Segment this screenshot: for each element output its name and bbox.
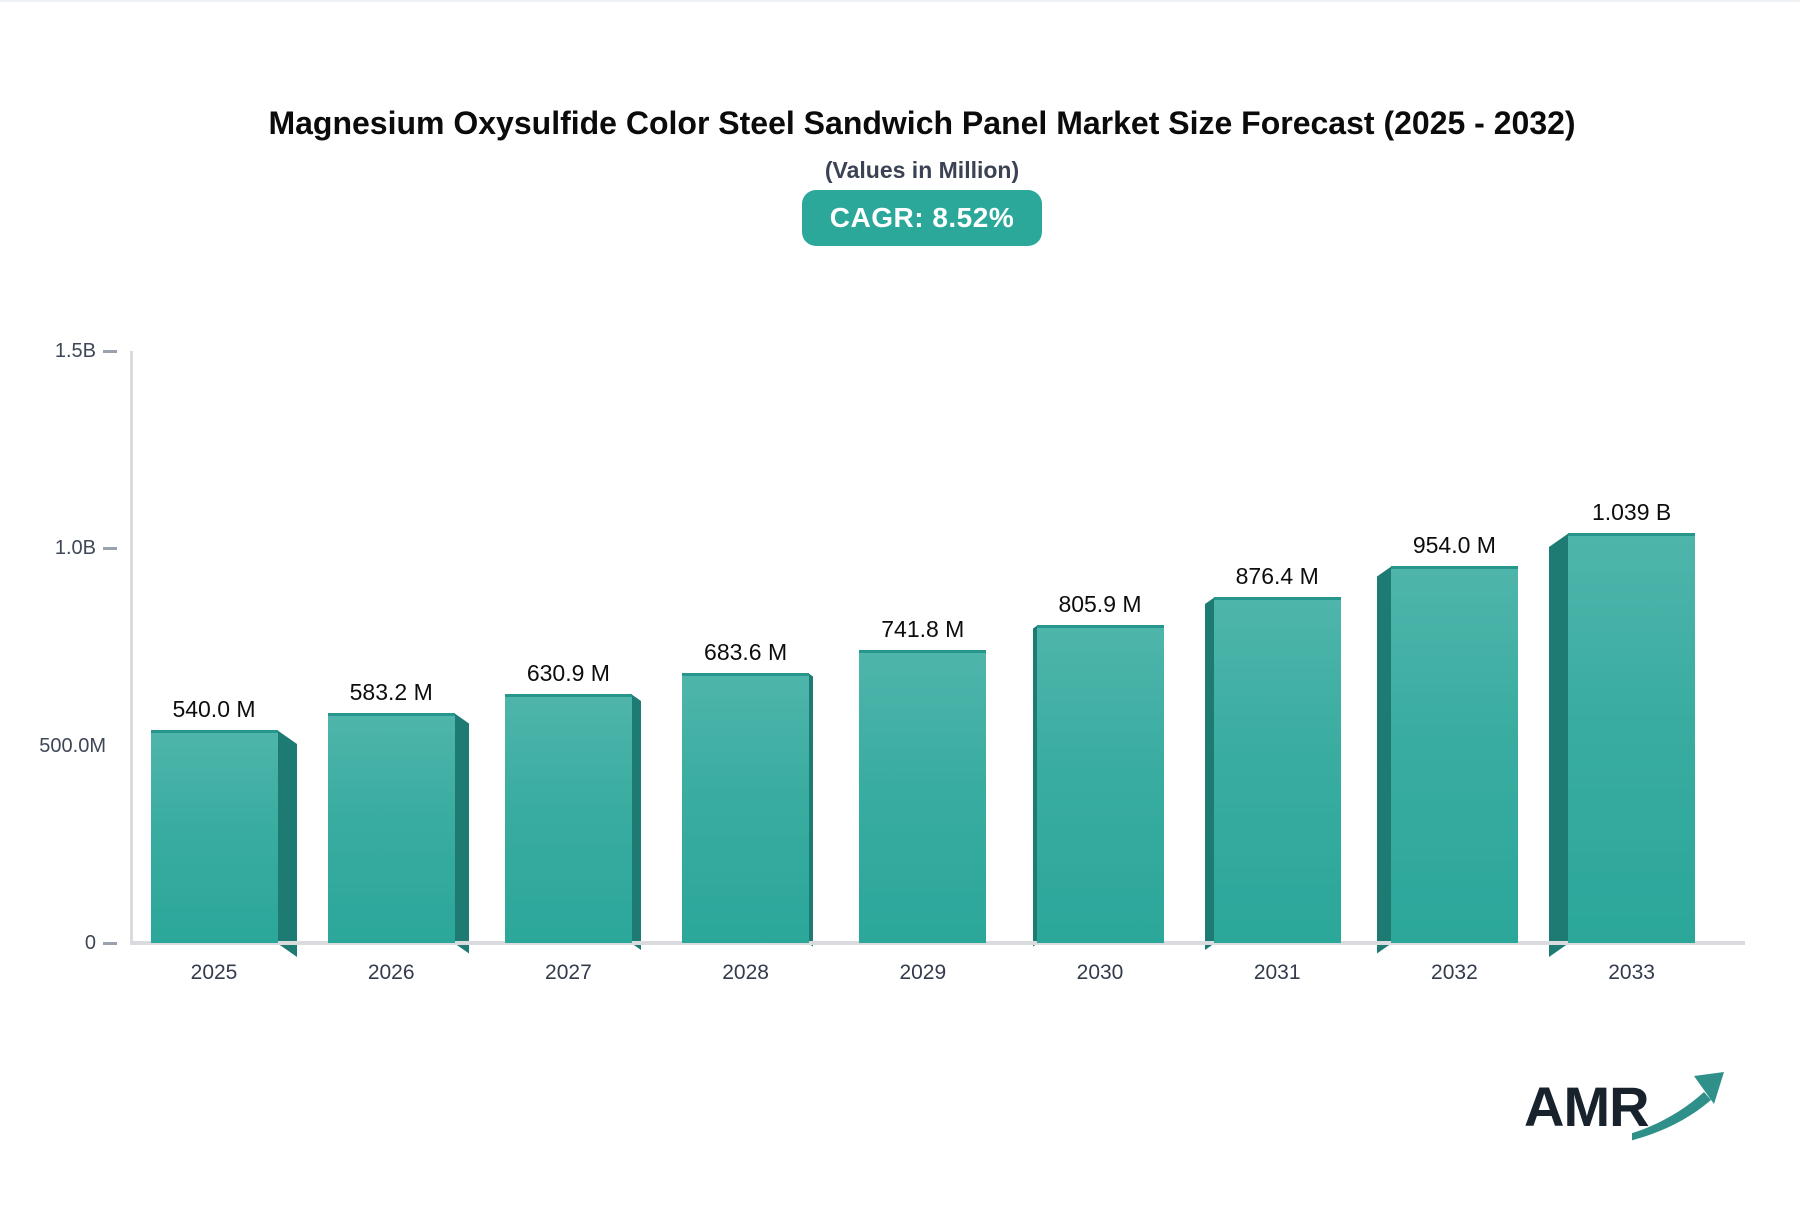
y-axis-tick-label: 1.5B — [54, 339, 96, 362]
bar — [150, 730, 278, 943]
bar — [859, 650, 987, 943]
y-axis-tick-label: 500.0M — [39, 734, 106, 757]
y-axis-tick-mark — [103, 349, 117, 353]
bar-value-label: 954.0 M — [1412, 532, 1496, 558]
bar-side — [630, 694, 641, 951]
chart-header: Magnesium Oxysulfide Color Steel Sandwic… — [132, 98, 1712, 246]
bar — [1213, 597, 1341, 943]
bar-value-label: 741.8 M — [881, 616, 965, 642]
bar-value-label: 876.4 M — [1235, 563, 1319, 589]
bar — [682, 673, 810, 943]
x-axis-label: 2025 — [190, 961, 238, 984]
x-axis-label: 2026 — [367, 961, 415, 984]
x-axis-label: 2027 — [545, 961, 592, 984]
bar — [327, 713, 455, 943]
y-axis-tick-label: 1.0B — [54, 537, 96, 560]
x-axis-label: 2033 — [1608, 961, 1655, 984]
bar — [504, 694, 632, 943]
x-axis-label: 2029 — [899, 961, 947, 984]
bar-value-label: 1.039 B — [1591, 499, 1672, 525]
bar-side — [1549, 533, 1570, 958]
bar-value-label: 805.9 M — [1058, 591, 1142, 617]
x-axis-line — [130, 941, 1745, 945]
y-axis-tick-label: 0 — [84, 932, 96, 954]
x-axis-label: 2031 — [1253, 961, 1301, 984]
bar-side — [1376, 566, 1392, 954]
y-axis-tick-mark — [103, 547, 117, 551]
y-axis-tick-mark — [103, 942, 117, 945]
logo-arrow-icon — [1632, 1072, 1724, 1141]
y-axis-line — [130, 351, 133, 943]
x-axis-label: 2028 — [722, 961, 769, 984]
amr-logo: AMR — [1524, 1068, 1734, 1154]
bar-side — [276, 730, 297, 958]
chart-subtitle: (Values in Million) — [824, 156, 1020, 183]
bar-value-label: 683.6 M — [704, 639, 788, 665]
bar — [1036, 625, 1164, 943]
chart-title: Magnesium Oxysulfide Color Steel Sandwic… — [268, 105, 1576, 141]
cagr-badge: CAGR: 8.52% — [801, 189, 1043, 246]
bar-side — [453, 713, 469, 954]
amr-logo-text: AMR — [1524, 1075, 1650, 1138]
bar-value-label: 583.2 M — [349, 679, 433, 705]
bar — [1568, 533, 1696, 943]
bar-value-label: 630.9 M — [526, 660, 610, 686]
bar — [1390, 566, 1518, 943]
x-axis-label: 2030 — [1076, 961, 1124, 984]
bar-value-label: 540.0 M — [172, 696, 256, 722]
x-axis-label: 2032 — [1431, 961, 1478, 984]
